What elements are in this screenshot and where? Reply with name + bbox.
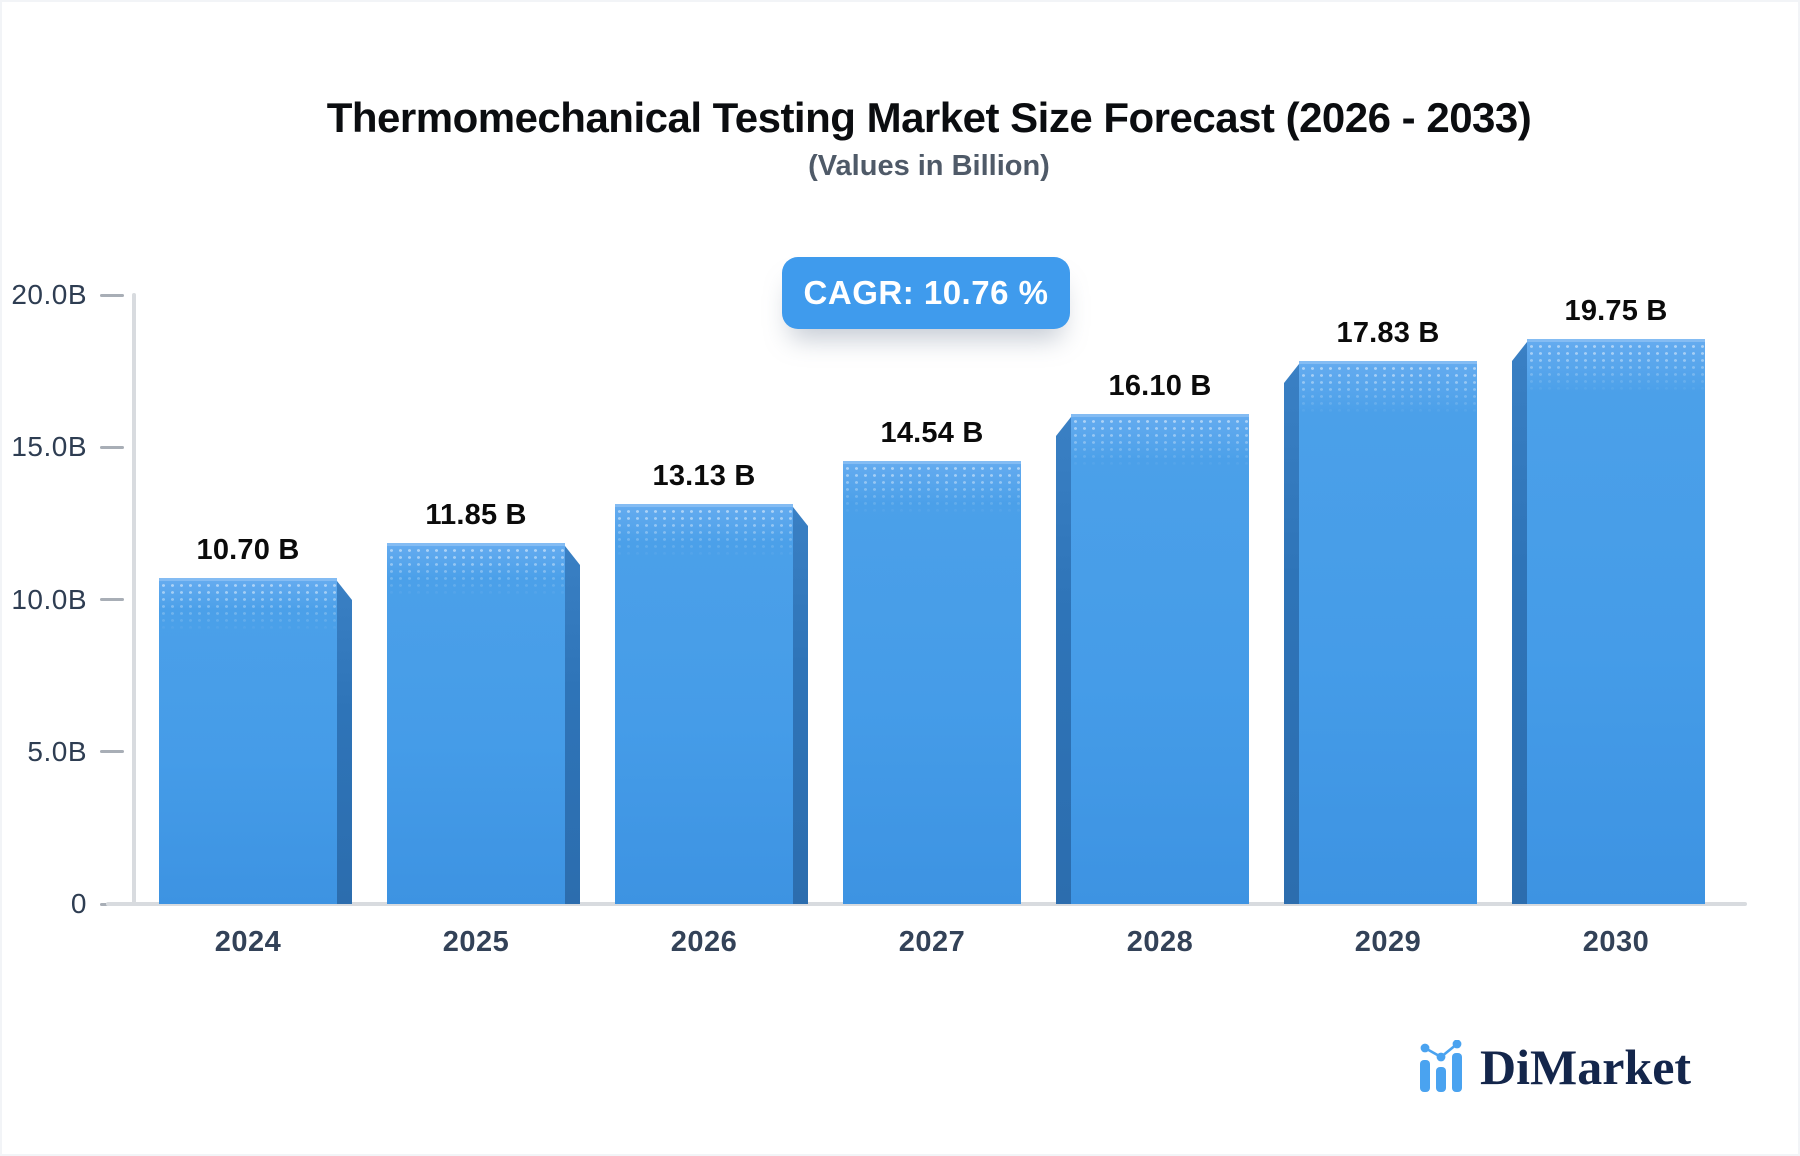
plot-area: 20.0B 15.0B 10.0B 5.0B 0 10.70 B 2024 11.85 B 2… [11, 279, 1747, 958]
x-axis-label-2026: 2026 [670, 926, 738, 958]
y-tick-label: 10.0B [11, 583, 87, 615]
y-tick-label: 0 [70, 888, 87, 919]
bar-2028 [1056, 414, 1249, 904]
bar-value-label: 14.54 B [880, 417, 984, 449]
y-tick-dash [100, 598, 124, 601]
x-axis-label-2024: 2024 [214, 926, 282, 958]
bar-2030 [1512, 339, 1705, 904]
y-axis-ticks: 20.0B 15.0B 10.0B 5.0B 0 [2, 279, 124, 920]
y-tick-20.0B: 20.0B [3, 279, 124, 311]
x-axis-line [106, 902, 1747, 906]
bar-value-label: 10.70 B [196, 534, 300, 566]
bar-value-label: 11.85 B [425, 499, 527, 531]
x-axis-label-2025: 2025 [442, 926, 510, 958]
chart-subtitle: (Values in Billion) [808, 150, 1050, 182]
bar-2027 [843, 461, 1021, 904]
y-tick-dash [100, 293, 124, 297]
bar-group-2027: 14.54 B 2027 [818, 295, 1046, 958]
bar-group-2028: 16.10 B 2028 [1046, 295, 1274, 958]
bar-2029 [1284, 361, 1477, 904]
y-tick-10.0B: 10.0B [3, 584, 124, 616]
bar-2026 [615, 504, 808, 904]
bar-side-face [1284, 364, 1299, 904]
y-axis-line [132, 293, 136, 906]
y-tick-label: 15.0B [11, 431, 87, 463]
y-tick-15.0B: 15.0B [3, 431, 124, 463]
y-tick-dash [100, 750, 124, 754]
bars-container: 10.70 B 2024 11.85 B 2025 13.13 B 2026 14.54 B… [134, 295, 1730, 958]
y-tick-dash [100, 445, 124, 449]
dimarket-logo: DiMarket [1418, 1040, 1691, 1092]
bar-value-label: 17.83 B [1336, 317, 1440, 349]
x-axis-label-2030: 2030 [1582, 926, 1650, 958]
bar-value-label: 13.13 B [652, 460, 756, 492]
y-tick-5.0B: 5.0B [3, 736, 124, 768]
bar-group-2026: 13.13 B 2026 [590, 295, 818, 958]
bar-group-2029: 17.83 B 2029 [1274, 295, 1502, 958]
x-axis-label-2028: 2028 [1126, 926, 1194, 958]
x-axis-label-2027: 2027 [898, 926, 966, 958]
bar-side-face [337, 581, 352, 904]
bar-side-face [1056, 417, 1071, 904]
cagr-badge: CAGR: 10.76 % [782, 257, 1070, 329]
mini-bar-chart-icon [1420, 1040, 1462, 1092]
y-tick-label: 20.0B [11, 279, 87, 310]
bar-value-label: 19.75 B [1564, 295, 1668, 327]
bar-value-label: 16.10 B [1108, 370, 1212, 402]
bar-group-2030: 19.75 B 2030 [1502, 295, 1730, 958]
dimarket-logo-text: DiMarket [1480, 1039, 1692, 1095]
x-axis-label-2029: 2029 [1354, 926, 1422, 958]
bar-side-face [1512, 342, 1527, 904]
y-tick-label: 5.0B [27, 735, 87, 767]
chart-title: Thermomechanical Testing Market Size For… [326, 94, 1532, 141]
bar-group-2025: 11.85 B 2025 [362, 295, 590, 958]
bar-2025 [387, 543, 580, 904]
bar-side-face [565, 546, 580, 904]
bar-2024 [159, 578, 352, 904]
bar-side-face [793, 507, 808, 904]
cagr-badge-label: CAGR: 10.76 % [803, 274, 1049, 311]
bar-group-2024: 10.70 B 2024 [134, 295, 362, 958]
